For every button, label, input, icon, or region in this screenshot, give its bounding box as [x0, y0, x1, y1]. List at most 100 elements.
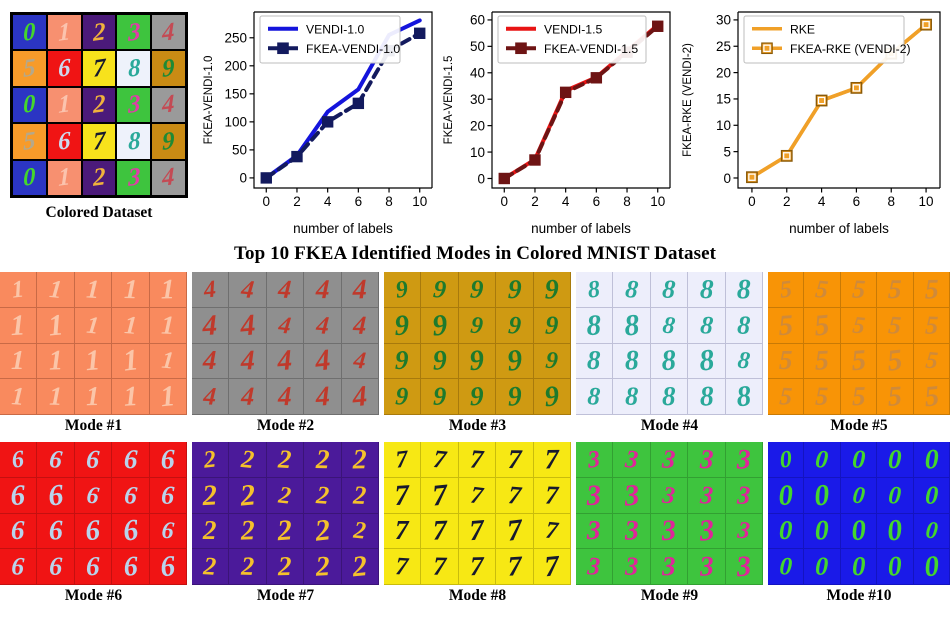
chart-2-plot-area: 0 2 4 6 8 10 0 10 20 30 40 50 60 number of labels FKEA…: [438, 2, 676, 240]
mode-sample-digit: 1: [158, 379, 177, 413]
mode-sample-digit: 3: [585, 477, 603, 512]
mode-sample-digit: 8: [736, 346, 752, 375]
mode-sample-digit: 8: [698, 380, 715, 413]
section-title: Top 10 FKEA Identified Modes in Colored …: [233, 243, 717, 264]
mode-sample-cell: 8: [688, 272, 726, 308]
mode-sample-digit: 7: [394, 444, 410, 474]
mode-sample-cell: 6: [149, 513, 187, 550]
x-axis-label: number of labels: [293, 221, 393, 236]
mode-sample-digit: 6: [47, 444, 64, 474]
mode-sample-cell: 4: [192, 272, 230, 308]
mode-sample-digit: 6: [47, 514, 64, 547]
mode-sample-cell: 2: [341, 477, 379, 514]
mode-sample-cell: 9: [384, 307, 422, 344]
mode-sample-digit: 1: [9, 307, 27, 342]
mode-sample-cell: 2: [192, 442, 230, 478]
mode-sample-cell: 5: [913, 272, 950, 308]
mode-sample-digit: 3: [699, 443, 714, 475]
mode-sample-digit: 2: [352, 479, 367, 510]
mode-sample-digit: 8: [623, 344, 640, 377]
mode-panel: 3 3 3 3 3 3 3 3 3 3 3 3 3 3 3 3 3 3 3 3 Mode #9: [576, 442, 763, 604]
mode-sample-cell: 7: [421, 442, 459, 478]
mode-sample-digit: 7: [431, 444, 448, 474]
mode-sample-cell: 1: [0, 343, 38, 380]
mode-sample-cell: 9: [458, 272, 497, 308]
x-axis-label: number of labels: [789, 221, 889, 236]
mode-sample-digit: 8: [736, 309, 751, 340]
mode-sample-digit: 5: [777, 307, 794, 342]
mode-sample-cell: 4: [192, 379, 230, 415]
dataset-cell: 2: [82, 15, 116, 50]
mode-sample-cell: 6: [149, 477, 187, 514]
dataset-cell: 8: [117, 51, 151, 86]
y-axis-label: FKEA-VENDI-1.5: [443, 56, 455, 145]
mode-sample-cell: 6: [112, 477, 150, 514]
mode-sample-cell: 1: [112, 379, 150, 415]
mode-sample-cell: 1: [37, 272, 75, 308]
series-marker: [498, 172, 510, 185]
dataset-cell-digit: 6: [57, 54, 71, 84]
series-marker-inner: [748, 173, 756, 181]
mode-label: Mode #2: [256, 417, 315, 434]
mode-sample-cell: 0: [840, 513, 878, 550]
mode-sample-digit: 9: [544, 273, 560, 305]
mode-sample-digit: 2: [240, 551, 255, 581]
mode-sample-digit: 6: [85, 443, 101, 474]
mode-sample-digit: 9: [394, 274, 410, 304]
mode-sample-cell: 5: [877, 379, 914, 415]
mode-sample-digit: 1: [47, 344, 64, 377]
mode-sample-cell: 8: [613, 379, 651, 415]
mode-sample-cell: 7: [533, 477, 571, 514]
mode-sample-digit: 2: [203, 515, 218, 546]
mode-sample-digit: 8: [736, 273, 752, 305]
series-marker: [321, 116, 334, 128]
mode-sample-cell: 7: [384, 549, 422, 585]
mode-sample-digit: 9: [544, 346, 560, 375]
mode-sample-cell: 2: [266, 477, 305, 514]
legend-label: FKEA-VENDI-1.5: [544, 42, 638, 56]
mode-sample-cell: 2: [229, 442, 267, 478]
mode-sample-digit: 0: [922, 549, 941, 583]
series-marker-inner: [783, 152, 791, 160]
mode-sample-digit: 4: [239, 344, 256, 377]
mode-sample-digit: 4: [312, 343, 332, 378]
mode-sample-cell: 9: [421, 379, 459, 415]
mode-sample-digit: 2: [239, 444, 256, 474]
mode-sample-cell: 5: [804, 272, 841, 308]
dataset-cell: 1: [47, 15, 81, 50]
mode-sample-digit: 1: [48, 381, 63, 411]
dataset-cell-digit: 4: [162, 163, 176, 193]
mode-sample-digit: 9: [468, 343, 486, 378]
mode-sample-digit: 3: [736, 443, 752, 475]
mode-sample-cell: 3: [650, 513, 689, 550]
mode-sample-digit: 2: [238, 477, 257, 512]
mode-sample-digit: 6: [10, 444, 26, 474]
mode-sample-digit: 8: [587, 381, 602, 411]
mode-sample-digit: 6: [122, 550, 139, 583]
dataset-cell: 5: [13, 51, 46, 86]
mode-panel: 1 1 1 1 1 1 1 1 1 1 1 1 1 1 1 1 1 1 1 1 Mode #1: [0, 272, 187, 434]
mode-sample-cell: 0: [804, 477, 841, 514]
mode-sample-cell: 7: [533, 442, 571, 478]
mode-sample-digit: 4: [277, 310, 293, 339]
mode-sample-digit: 9: [431, 274, 448, 304]
mode-sample-cell: 4: [229, 272, 267, 308]
mode-sample-digit: 3: [586, 444, 602, 474]
mode-sample-digit: 4: [276, 343, 294, 378]
mode-sample-cell: 8: [613, 272, 651, 308]
mode-sample-cell: 7: [458, 477, 497, 514]
mode-sample-cell: 5: [913, 343, 950, 380]
mode-sample-cell: 0: [768, 513, 805, 550]
mode-sample-digit: 8: [622, 307, 641, 342]
mode-sample-cell: 5: [913, 379, 950, 415]
y-tick-label: 0: [723, 171, 731, 186]
mode-sample-cell: 5: [877, 272, 914, 308]
dataset-cell: 2: [82, 87, 116, 123]
mode-sample-cell: 6: [112, 549, 150, 585]
mode-sample-cell: 3: [725, 442, 763, 478]
mode-sample-cell: 4: [266, 379, 305, 415]
dataset-cell: 4: [152, 15, 185, 50]
mode-sample-digit: 5: [778, 381, 793, 411]
dataset-cell: 3: [117, 160, 151, 195]
